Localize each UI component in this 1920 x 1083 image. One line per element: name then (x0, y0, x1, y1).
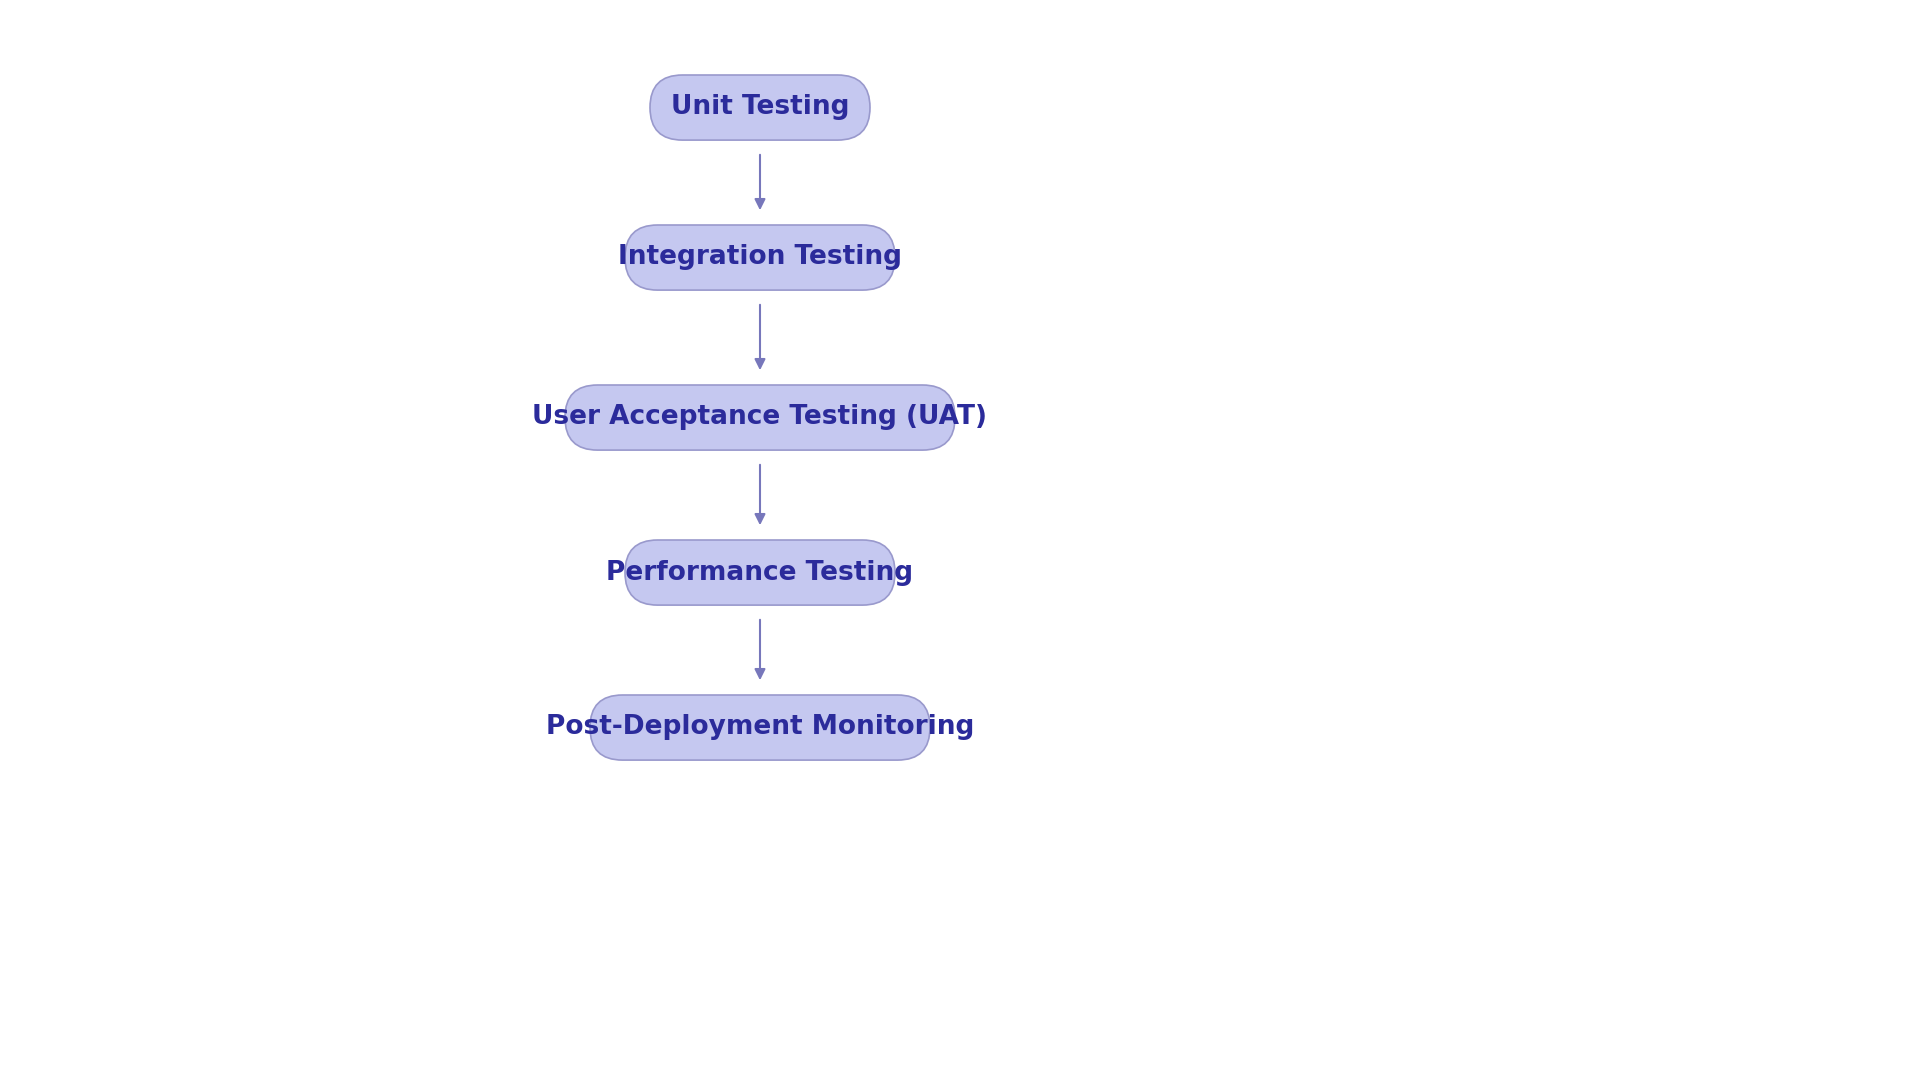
FancyBboxPatch shape (626, 540, 895, 605)
FancyBboxPatch shape (651, 75, 870, 140)
FancyBboxPatch shape (589, 695, 929, 760)
FancyBboxPatch shape (626, 225, 895, 290)
Text: Performance Testing: Performance Testing (607, 560, 914, 586)
Text: Unit Testing: Unit Testing (670, 94, 849, 120)
Text: Post-Deployment Monitoring: Post-Deployment Monitoring (545, 715, 973, 741)
Text: User Acceptance Testing (UAT): User Acceptance Testing (UAT) (532, 404, 987, 431)
FancyBboxPatch shape (564, 384, 954, 451)
Text: Integration Testing: Integration Testing (618, 245, 902, 271)
